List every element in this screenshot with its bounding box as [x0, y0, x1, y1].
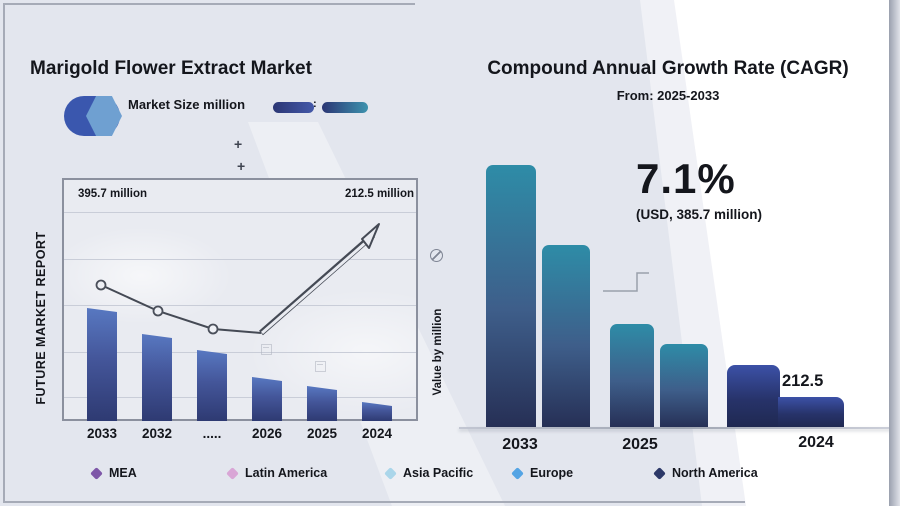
right-axis-label-2025: 2025 — [622, 436, 658, 453]
frame-border-left — [3, 3, 5, 503]
diamond-swatch-icon — [653, 466, 666, 480]
value-by-million-axis-label: Value by million — [432, 308, 444, 396]
diamond-swatch-icon — [226, 466, 239, 480]
left-axis-label-2032: 2032 — [141, 426, 173, 441]
left-bar-2026 — [252, 377, 282, 421]
right-bar-2033-a — [486, 165, 536, 428]
legend-label: Asia Pacific — [403, 466, 474, 480]
left-bar-2024 — [362, 402, 392, 421]
diamond-swatch-icon — [90, 466, 103, 480]
right-bar-2024-a — [727, 365, 780, 428]
diamond-swatch-icon — [384, 466, 397, 480]
right-axis-label-2033: 2033 — [502, 436, 538, 453]
cagr-usd-note: (USD, 385.7 million) — [636, 207, 763, 222]
gridline — [64, 397, 416, 398]
left-chart-frame — [62, 178, 418, 421]
right-bar-2024-b — [778, 397, 844, 428]
right-chart-baseline — [459, 427, 896, 429]
left-chart-end-value: 212.5 million — [344, 188, 414, 200]
plus-mark-icon: + — [237, 158, 246, 174]
faint-square-icon — [261, 344, 272, 355]
gridline — [64, 352, 416, 353]
legend-item-europe: Europe — [511, 466, 574, 480]
gridline — [64, 259, 416, 260]
gridline — [64, 305, 416, 306]
page-title: Marigold Flower Extract Market — [30, 58, 312, 79]
legend-item-asia-pacific: Asia Pacific — [384, 466, 474, 480]
diamond-swatch-icon — [511, 466, 524, 480]
end-value-212-5: 212.5 — [782, 372, 824, 390]
step-line-decoration — [603, 272, 649, 292]
plus-mark-icon: + — [234, 136, 243, 152]
legend-label: Latin America — [245, 466, 328, 480]
left-axis-label-2026: 2026 — [251, 426, 283, 441]
left-axis-label-2024: 2024 — [361, 426, 393, 441]
right-bar-2025-a — [610, 324, 654, 428]
market-size-label: Market Size million — [128, 97, 246, 112]
ratio-colon: : — [313, 98, 317, 110]
cylinder-icon — [64, 96, 122, 136]
future-market-report-label: FUTURE MARKET REPORT — [34, 231, 48, 405]
gridline — [64, 212, 416, 213]
right-bar-2025-b — [660, 344, 708, 428]
right-axis-label-2024: 2024 — [798, 434, 834, 451]
left-axis-label-2033: 2033 — [86, 426, 118, 441]
faint-square-icon — [315, 361, 326, 372]
trend-line-and-arrow — [95, 223, 380, 336]
right-bar-2033-b — [542, 245, 590, 428]
left-bar-2025 — [307, 386, 337, 421]
cagr-title: Compound Annual Growth Rate (CAGR) — [487, 58, 849, 79]
left-bar-2032 — [142, 334, 172, 421]
left-chart-start-value: 395.7 million — [78, 188, 148, 200]
legend-item-mea: MEA — [90, 466, 137, 480]
legend-item-north-america: North America — [653, 466, 758, 480]
ratio-pill-left — [273, 102, 314, 113]
slashed-circle-icon — [430, 249, 443, 262]
frame-border-bottom — [3, 501, 745, 503]
left-bar-2033 — [87, 308, 117, 421]
cagr-percentage: 7.1% — [636, 155, 736, 202]
frame-border-top — [3, 3, 415, 5]
legend-label: MEA — [109, 466, 137, 480]
left-axis-label-ellipsis: ..... — [202, 426, 222, 441]
left-bar-ellipsis — [197, 350, 227, 421]
right-edge-strip — [889, 0, 900, 506]
legend-label: North America — [672, 466, 758, 480]
left-axis-label-2025: 2025 — [306, 426, 338, 441]
legend-label: Europe — [530, 466, 574, 480]
ratio-pill-right — [322, 102, 368, 113]
cagr-subtitle: From: 2025-2033 — [616, 88, 720, 103]
legend-item-latin-america: Latin America — [226, 466, 328, 480]
